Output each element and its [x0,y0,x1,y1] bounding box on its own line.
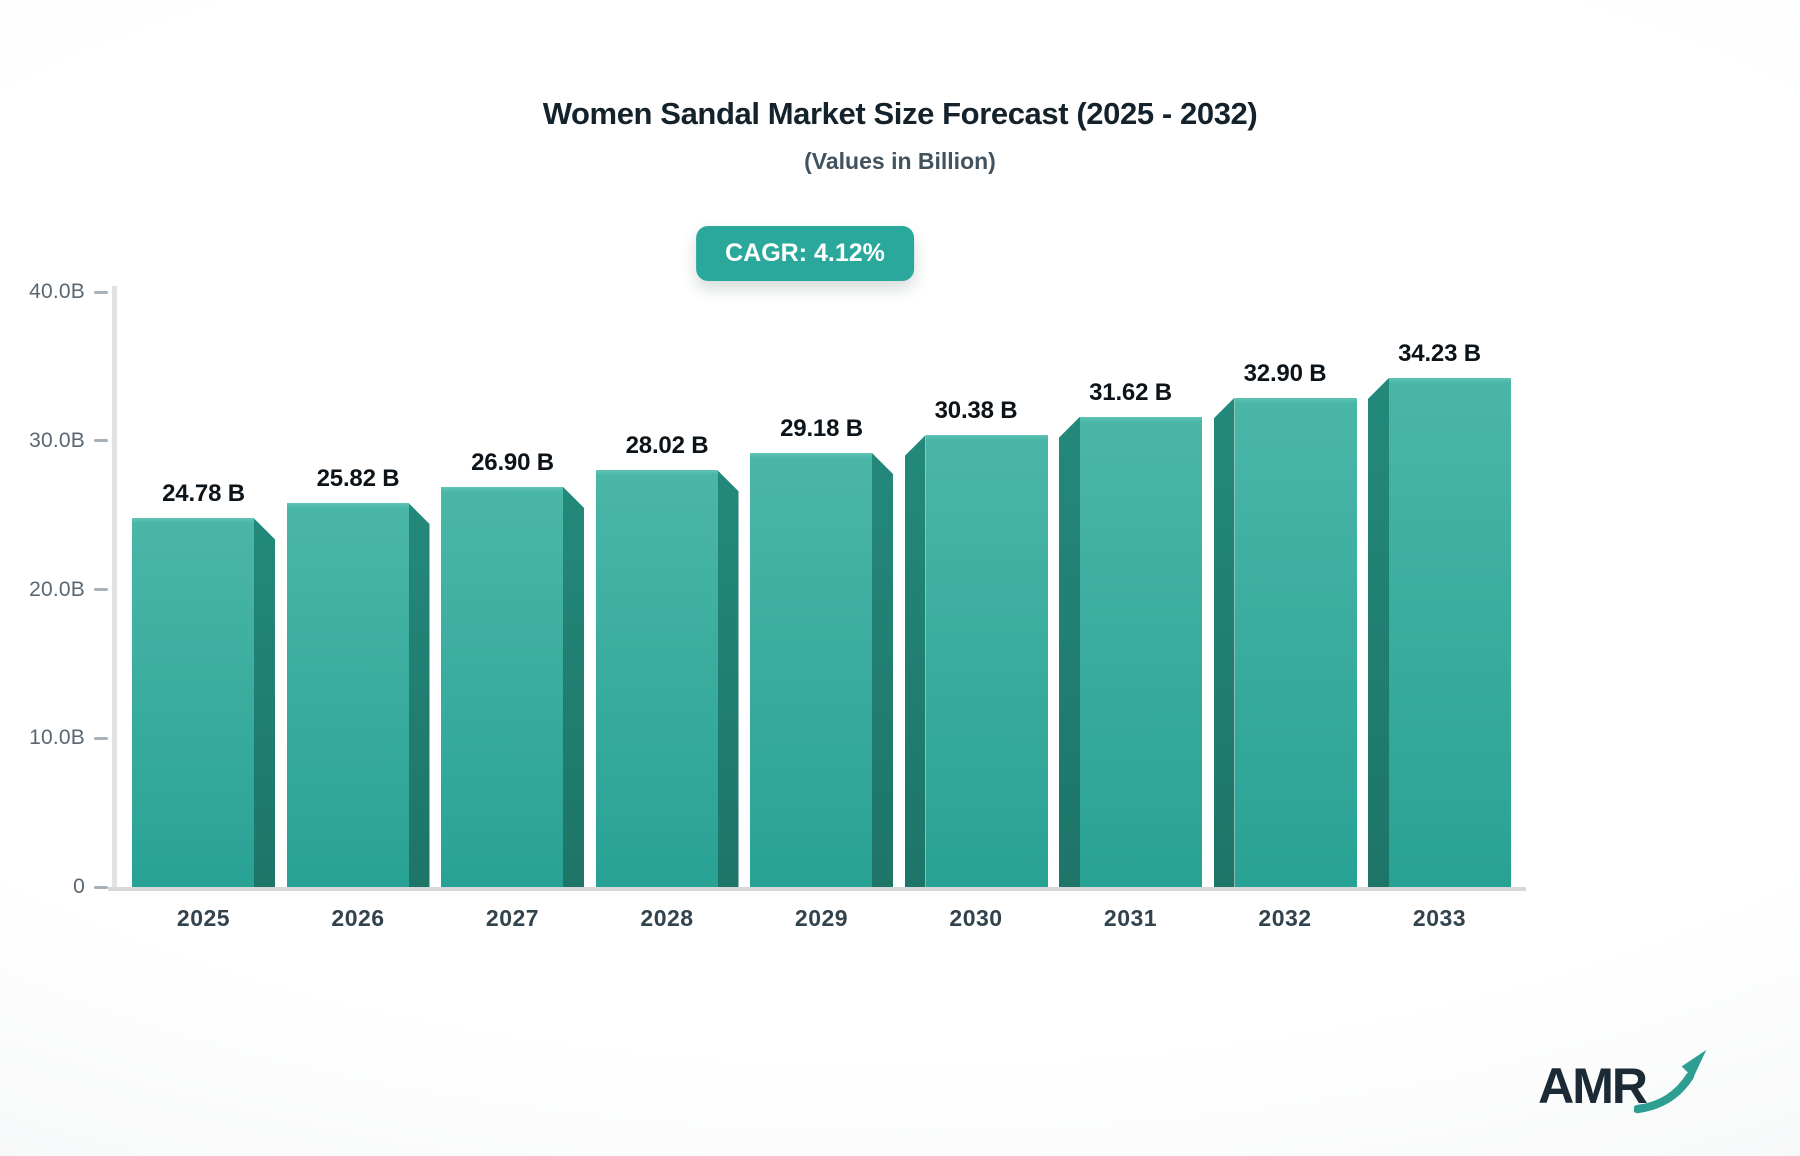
bar-face [132,518,254,887]
bar-value-label: 25.82 B [316,464,400,492]
x-axis-label-2028: 2028 [640,905,694,931]
x-axis-label-2031: 2031 [1103,905,1158,931]
bar-face [441,486,563,887]
bar-side-face [408,502,430,887]
chart-subtitle: (Values in Billion) [804,148,996,174]
bar-face [1234,397,1357,887]
bar-face [750,452,872,887]
x-axis-line [108,887,1526,891]
bar-face [286,502,409,887]
y-tick-mark [94,588,108,591]
bar-value-label: 32.90 B [1243,359,1327,387]
y-tick-0: 0 [0,874,108,900]
y-tick-mark [94,885,108,889]
x-axis-label-2026: 2026 [331,905,385,931]
bar-value-label: 34.23 B [1398,339,1481,367]
y-tick-mark [94,290,108,294]
bar-value-label: 26.90 B [471,448,554,476]
bar-side-face [904,435,926,887]
y-tick-label: 40.0B [29,280,85,303]
bar-value-label: 28.02 B [625,432,709,460]
cagr-badge-label: CAGR: 4.12% [725,239,885,267]
bar-value-label: 29.18 B [780,414,863,442]
y-tick-label: 20.0B [29,577,85,601]
bar-value-label: 24.78 B [162,480,245,508]
x-axis-label-2032: 2032 [1258,905,1312,931]
y-tick-40.0B: 40.0B [0,279,108,305]
y-tick-20.0B: 20.0B [0,577,108,603]
y-axis-line [112,286,117,891]
x-axis-label-2033: 2033 [1412,905,1467,931]
bar-side-face [563,486,584,887]
y-tick-label: 0 [73,875,85,898]
x-axis-label-2029: 2029 [794,905,849,931]
y-tick-label: 30.0B [29,428,85,452]
bar-value-label: 31.62 B [1089,378,1172,406]
y-tick-10.0B: 10.0B [0,725,108,751]
x-axis-label-2030: 2030 [949,905,1003,931]
bar-face [925,435,1048,887]
growth-arrow-icon [1634,1049,1707,1114]
bar-side-face [872,452,893,887]
bar-side-face [1368,377,1389,887]
bar-face [1389,377,1511,887]
amr-logo: AMR [1538,1049,1708,1116]
cagr-badge: CAGR: 4.12% [696,226,914,281]
y-tick-mark [94,736,108,740]
y-tick-30.0B: 30.0B [0,428,108,454]
bar-side-face [1213,397,1235,887]
x-axis-label-2025: 2025 [176,905,231,931]
bar-side-face [1059,416,1080,887]
chart-title: Women Sandal Market Size Forecast (2025 … [542,96,1258,131]
bar-face [595,470,718,887]
bar-face [1080,416,1202,887]
bar-side-face [254,518,275,887]
bar-value-label: 30.38 B [934,397,1018,425]
y-tick-mark [94,439,108,443]
bar-side-face [717,470,739,887]
x-axis-label-2027: 2027 [485,905,540,931]
amr-logo-text: AMR [1538,1058,1648,1114]
y-tick-label: 10.0B [29,726,85,750]
